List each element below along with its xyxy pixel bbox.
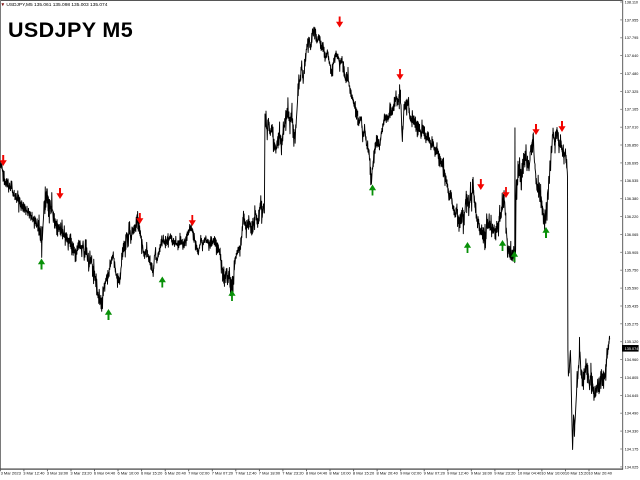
svg-text:136.695: 136.695 xyxy=(625,161,639,165)
svg-text:9 Mar 12:40: 9 Mar 12:40 xyxy=(447,471,469,476)
svg-text:10 Mar 20:40: 10 Mar 20:40 xyxy=(588,471,612,476)
svg-text:138.110: 138.110 xyxy=(625,1,638,5)
svg-text:10 Mar 10:00: 10 Mar 10:00 xyxy=(541,471,565,476)
svg-text:137.795: 137.795 xyxy=(625,36,639,40)
svg-text:9 Mar 23:20: 9 Mar 23:20 xyxy=(494,471,516,476)
svg-text:134.330: 134.330 xyxy=(625,430,639,434)
svg-text:USDJPY,M5 135.061 135.098 135.: USDJPY,M5 135.061 135.098 135.003 135.07… xyxy=(6,2,107,8)
svg-text:8 Mar 10:00: 8 Mar 10:00 xyxy=(329,471,351,476)
svg-text:134.490: 134.490 xyxy=(625,412,639,416)
svg-text:7 Mar 23:20: 7 Mar 23:20 xyxy=(282,471,304,476)
svg-text:135.275: 135.275 xyxy=(625,322,639,326)
svg-text:10 Mar 04:40: 10 Mar 04:40 xyxy=(518,471,542,476)
svg-text:135.435: 135.435 xyxy=(625,304,639,308)
svg-text:135.120: 135.120 xyxy=(625,340,639,344)
svg-text:3 Mar 23:20: 3 Mar 23:20 xyxy=(70,471,92,476)
svg-text:3 Mar 18:00: 3 Mar 18:00 xyxy=(47,471,69,476)
svg-text:137.640: 137.640 xyxy=(625,54,639,58)
svg-text:134.645: 134.645 xyxy=(625,394,639,398)
svg-text:137.165: 137.165 xyxy=(625,108,639,112)
svg-text:3 Mar 12:40: 3 Mar 12:40 xyxy=(23,471,45,476)
svg-text:7 Mar 02:00: 7 Mar 02:00 xyxy=(188,471,210,476)
svg-text:8 Mar 15:20: 8 Mar 15:20 xyxy=(353,471,375,476)
svg-text:136.380: 136.380 xyxy=(625,197,639,201)
svg-text:7 Mar 12:40: 7 Mar 12:40 xyxy=(235,471,257,476)
svg-text:136.220: 136.220 xyxy=(625,215,639,219)
svg-text:USDJPY M5: USDJPY M5 xyxy=(8,18,133,42)
svg-text:8 Mar 20:40: 8 Mar 20:40 xyxy=(377,471,399,476)
svg-text:137.955: 137.955 xyxy=(625,18,639,22)
svg-text:6 Mar 04:40: 6 Mar 04:40 xyxy=(94,471,116,476)
svg-text:137.325: 137.325 xyxy=(625,90,639,94)
svg-text:134.025: 134.025 xyxy=(625,465,639,469)
svg-text:9 Mar 18:00: 9 Mar 18:00 xyxy=(471,471,493,476)
svg-text:6 Mar 20:40: 6 Mar 20:40 xyxy=(165,471,187,476)
svg-text:137.480: 137.480 xyxy=(625,72,639,76)
svg-text:135.074: 135.074 xyxy=(625,347,639,351)
svg-text:135.750: 135.750 xyxy=(625,269,639,273)
svg-text:135.590: 135.590 xyxy=(625,287,639,291)
svg-text:136.535: 136.535 xyxy=(625,179,639,183)
svg-text:134.805: 134.805 xyxy=(625,376,639,380)
svg-text:3 Mar 2023: 3 Mar 2023 xyxy=(1,471,22,476)
svg-text:136.850: 136.850 xyxy=(625,144,639,148)
svg-text:7 Mar 07:20: 7 Mar 07:20 xyxy=(212,471,234,476)
svg-text:136.065: 136.065 xyxy=(625,233,639,237)
svg-text:137.010: 137.010 xyxy=(625,126,639,130)
svg-text:6 Mar 15:20: 6 Mar 15:20 xyxy=(141,471,163,476)
svg-text:8 Mar 04:40: 8 Mar 04:40 xyxy=(306,471,328,476)
svg-text:134.175: 134.175 xyxy=(625,447,639,451)
svg-text:9 Mar 02:00: 9 Mar 02:00 xyxy=(400,471,422,476)
svg-text:7 Mar 18:00: 7 Mar 18:00 xyxy=(259,471,281,476)
svg-text:135.905: 135.905 xyxy=(625,251,639,255)
svg-text:9 Mar 07:20: 9 Mar 07:20 xyxy=(424,471,446,476)
svg-text:10 Mar 15:20: 10 Mar 15:20 xyxy=(565,471,589,476)
svg-text:134.960: 134.960 xyxy=(625,358,639,362)
svg-text:6 Mar 10:00: 6 Mar 10:00 xyxy=(118,471,140,476)
